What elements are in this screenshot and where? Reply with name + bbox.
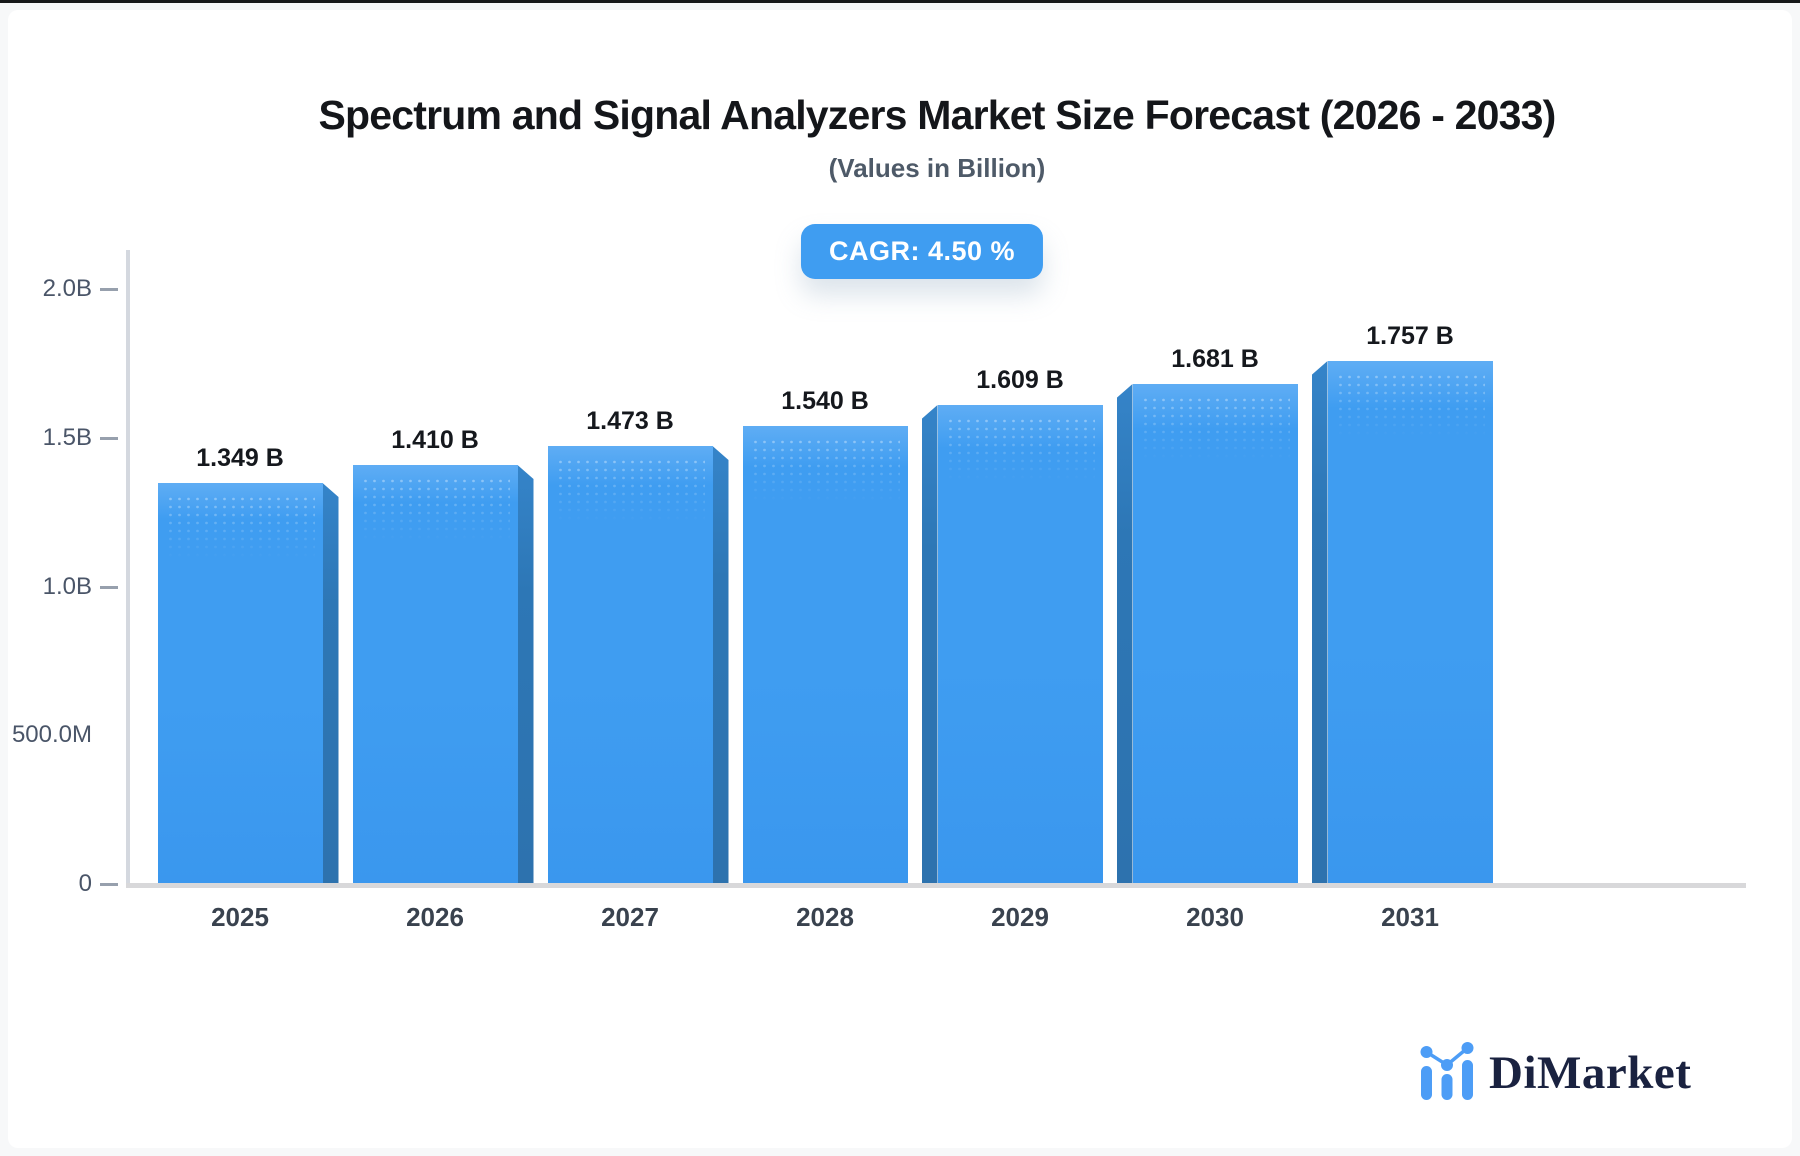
bar-2031 <box>1311 361 1493 884</box>
cagr-badge: CAGR: 4.50 % <box>800 224 1044 279</box>
bar-texture <box>1335 373 1485 437</box>
y-axis-label: 500.0M <box>11 721 92 749</box>
bar-value-label: 1.410 B <box>391 426 479 454</box>
x-axis-label: 2026 <box>406 902 464 932</box>
chart-subtitle: (Values in Billion) <box>828 153 1046 183</box>
bar-value-label: 1.540 B <box>781 387 869 415</box>
bar-texture <box>750 438 900 502</box>
y-axis-line <box>126 250 130 886</box>
bar-face <box>157 483 323 884</box>
y-axis-tick <box>100 288 118 291</box>
y-axis-tick <box>100 585 118 589</box>
x-axis-label: 2029 <box>991 902 1049 932</box>
y-axis-label: 0 <box>78 870 92 897</box>
chart-header: Spectrum and Signal Analyzers Market Siz… <box>127 10 1747 184</box>
bar-face <box>1132 384 1298 884</box>
bar-texture <box>945 417 1095 481</box>
y-axis-label: 2.0B <box>42 275 92 302</box>
bar-value-label: 1.757 B <box>1366 322 1454 350</box>
bar-2028 <box>742 426 908 884</box>
bar-texture <box>165 495 315 559</box>
bar-2026 <box>352 465 534 884</box>
bar-value-label: 1.681 B <box>1171 345 1259 373</box>
bar-side-3d <box>1311 361 1328 884</box>
y-axis-tick <box>100 436 118 440</box>
bar-2025 <box>157 483 339 884</box>
bar-value-label: 1.609 B <box>976 366 1064 394</box>
dimarket-logo-text: DiMarket <box>1489 1047 1692 1099</box>
x-axis-label: 2025 <box>211 902 269 932</box>
bar-2030 <box>1116 384 1298 884</box>
bar-face <box>352 465 518 884</box>
bar-texture <box>555 458 705 522</box>
bar-side-3d <box>921 405 938 884</box>
y-axis-label: 1.5B <box>42 423 92 451</box>
bar-side-3d <box>1116 384 1133 884</box>
dimarket-logo: DiMarket <box>1420 1042 1691 1102</box>
x-axis-line <box>126 883 1746 888</box>
bar-face <box>547 446 713 884</box>
bar-face <box>1327 361 1493 884</box>
top-border <box>0 0 1800 3</box>
chart-card: Spectrum and Signal Analyzers Market Siz… <box>8 10 1792 1148</box>
bar-value-label: 1.473 B <box>586 407 674 435</box>
dimarket-logo-icon <box>1420 1042 1474 1100</box>
x-axis-label: 2031 <box>1381 902 1439 932</box>
bar-side-3d <box>322 483 339 884</box>
bar-side-3d <box>517 465 534 884</box>
bar-texture <box>360 477 510 541</box>
bar-texture <box>1140 396 1290 460</box>
bar-face <box>937 405 1103 884</box>
chart-title: Spectrum and Signal Analyzers Market Siz… <box>318 92 1556 138</box>
bar-value-label: 1.349 B <box>196 444 284 472</box>
x-axis-label: 2027 <box>601 902 659 932</box>
x-axis-label: 2030 <box>1186 902 1244 932</box>
bar-2029 <box>921 405 1103 884</box>
x-axis-label: 2028 <box>796 902 854 932</box>
bar-face <box>742 426 908 884</box>
y-axis-tick <box>100 883 118 886</box>
y-axis-label: 1.0B <box>42 572 92 600</box>
bar-side-3d <box>712 446 729 884</box>
bar-2027 <box>547 446 729 884</box>
plot-area: 2.0B 1.5B 1.0B 500.0M 0 1.349 B 2025 1.410 B 202… <box>8 10 1792 1148</box>
